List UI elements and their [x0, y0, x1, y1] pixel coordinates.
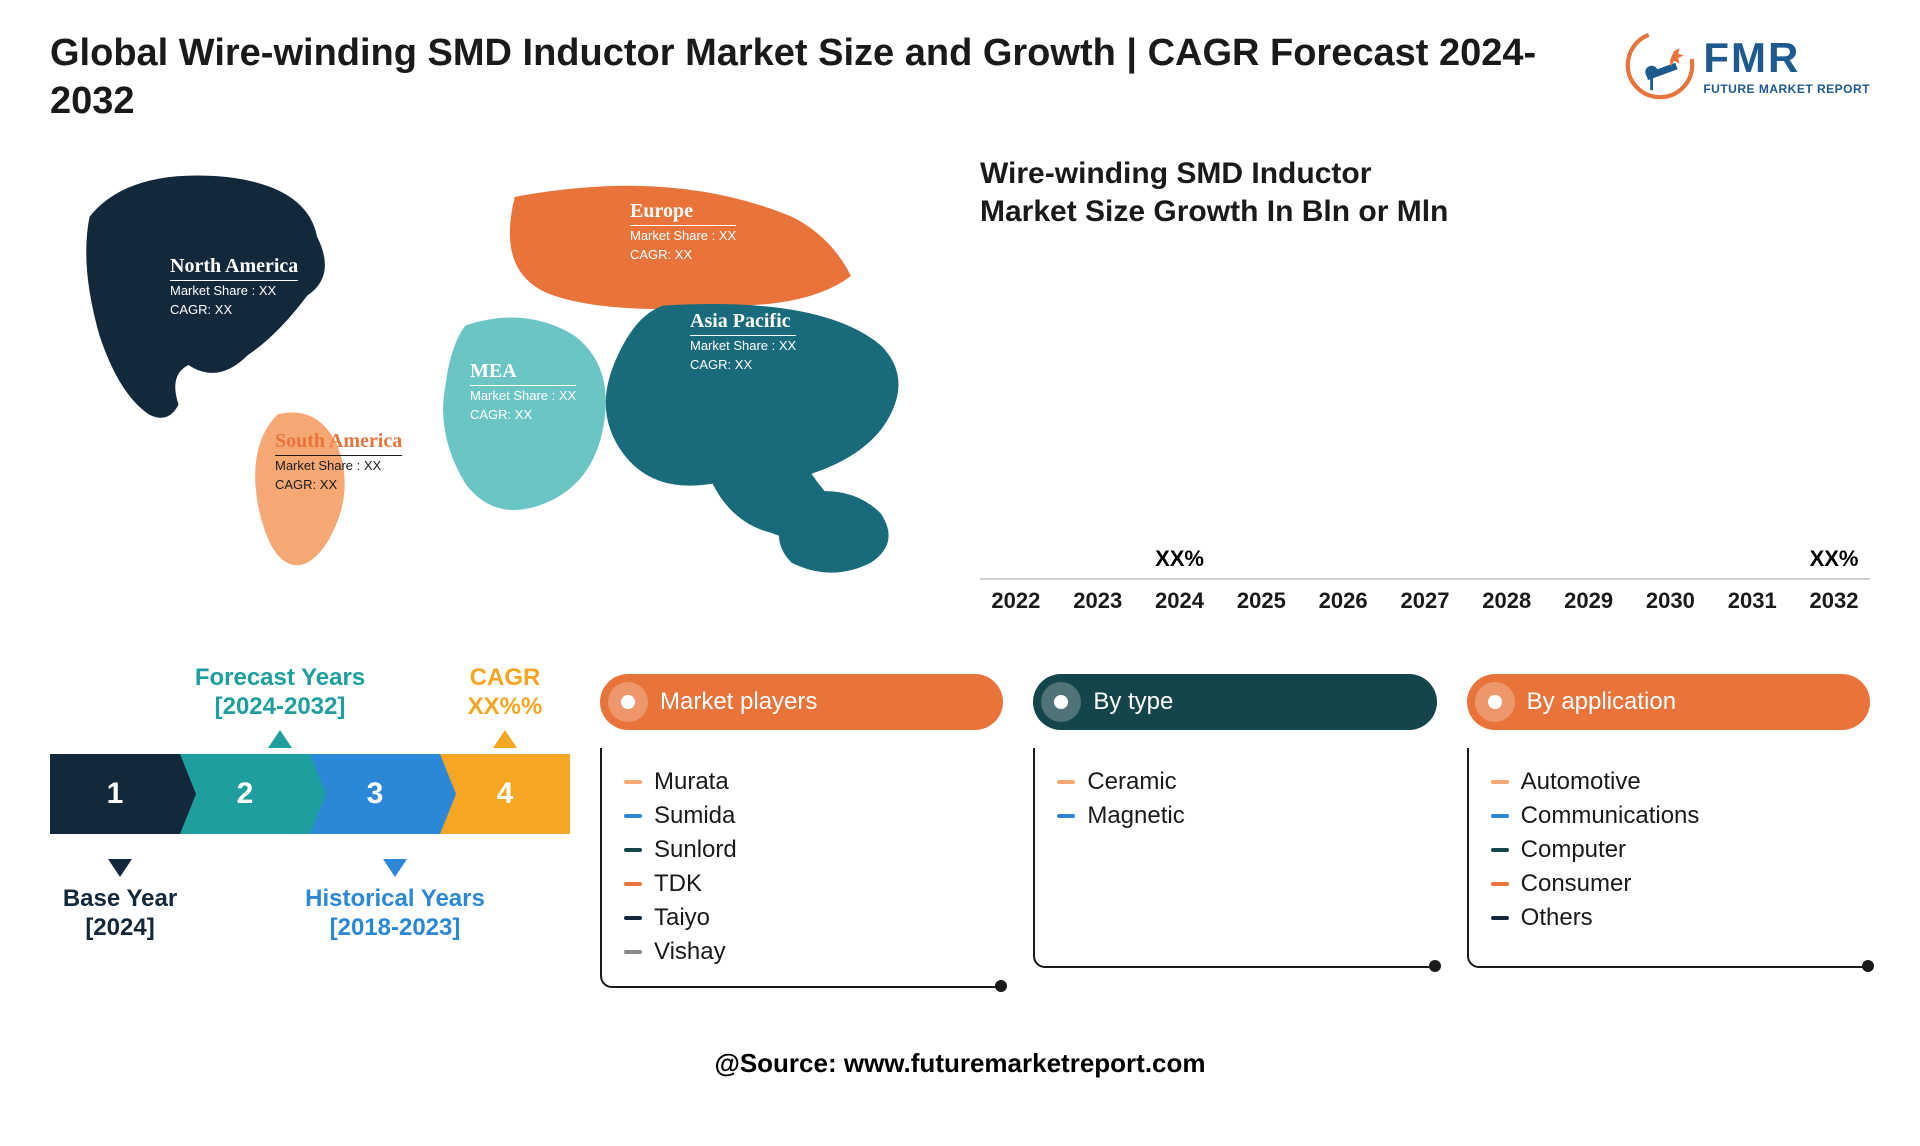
- x-tick: 2022: [980, 588, 1052, 614]
- bullet-icon: [1057, 814, 1075, 818]
- list-item-label: Others: [1521, 904, 1593, 932]
- label-europe: Europe Market Share : XX CAGR: XX: [630, 200, 736, 262]
- bullet-icon: [1491, 882, 1509, 886]
- label-asia-pacific: Asia Pacific Market Share : XX CAGR: XX: [690, 310, 796, 372]
- list-item: Ceramic: [1057, 768, 1426, 796]
- list-item: Consumer: [1491, 870, 1860, 898]
- list-item: Vishay: [624, 938, 993, 966]
- list-item: Computer: [1491, 836, 1860, 864]
- list-item-label: Communications: [1521, 802, 1700, 830]
- list-item-label: Consumer: [1521, 870, 1632, 898]
- bullet-icon: [1491, 814, 1509, 818]
- list-item-label: Taiyo: [654, 904, 710, 932]
- label-hist: Historical Years [2018-2023]: [280, 859, 510, 943]
- list-item: Sunlord: [624, 836, 993, 864]
- list-item-label: Automotive: [1521, 768, 1641, 796]
- list-item: Automotive: [1491, 768, 1860, 796]
- list-item: Others: [1491, 904, 1860, 932]
- label-north-america: North America Market Share : XX CAGR: XX: [170, 255, 298, 317]
- list-item-label: Vishay: [654, 938, 726, 966]
- bullet-icon: [624, 814, 642, 818]
- bullet-icon: [624, 780, 642, 784]
- list-item: TDK: [624, 870, 993, 898]
- pill-by-application: By application: [1467, 674, 1870, 730]
- x-tick: 2023: [1062, 588, 1134, 614]
- pill-dot-icon: [608, 682, 648, 722]
- x-tick: 2028: [1471, 588, 1543, 614]
- label-mea: MEA Market Share : XX CAGR: XX: [470, 360, 576, 422]
- pill-market-players: Market players: [600, 674, 1003, 730]
- fmr-logo: FMR FUTURE MARKET REPORT: [1625, 30, 1870, 100]
- page-title: Global Wire-winding SMD Inductor Market …: [50, 30, 1550, 125]
- label-forecast: Forecast Years [2024-2032]: [180, 664, 380, 748]
- x-tick: 2032: [1798, 588, 1870, 614]
- bullet-icon: [1057, 780, 1075, 784]
- bullet-icon: [624, 882, 642, 886]
- timeline-seg-4: 4: [440, 754, 570, 834]
- bullet-icon: [624, 848, 642, 852]
- source-attribution: @Source: www.futuremarketreport.com: [50, 1048, 1870, 1079]
- list-item-label: Sunlord: [654, 836, 737, 864]
- timeline-infographic: Forecast Years [2024-2032] CAGR XX%% 123…: [50, 674, 570, 834]
- timeline-seg-3: 3: [310, 754, 440, 834]
- bar-callout: XX%: [1155, 546, 1204, 572]
- logo-text-main: FMR: [1703, 34, 1870, 82]
- timeline-bar: 1234: [50, 754, 570, 834]
- col-market-players: Market players Murata Sumida Sunlord TDK Tai…: [600, 674, 1003, 988]
- pill-by-type: By type: [1033, 674, 1436, 730]
- logo-text-sub: FUTURE MARKET REPORT: [1703, 82, 1870, 96]
- label-south-america: South America Market Share : XX CAGR: XX: [275, 430, 402, 492]
- x-tick: 2029: [1553, 588, 1625, 614]
- chart-title: Wire-winding SMD Inductor Market Size Gr…: [980, 155, 1460, 230]
- pill-dot-icon: [1475, 682, 1515, 722]
- telescope-icon: [1625, 30, 1695, 100]
- timeline-seg-2: 2: [180, 754, 310, 834]
- bullet-icon: [1491, 848, 1509, 852]
- bullet-icon: [1491, 916, 1509, 920]
- region-australia: [779, 491, 889, 573]
- list-item-label: TDK: [654, 870, 702, 898]
- bullet-icon: [624, 916, 642, 920]
- list-item-label: Computer: [1521, 836, 1626, 864]
- timeline-seg-1: 1: [50, 754, 180, 834]
- list-item-label: Murata: [654, 768, 729, 796]
- col-by-application: By application Automotive Communications C…: [1467, 674, 1870, 968]
- growth-bar-chart: Wire-winding SMD Inductor Market Size Gr…: [980, 155, 1870, 614]
- list-item-label: Sumida: [654, 802, 735, 830]
- list-item: Sumida: [624, 802, 993, 830]
- list-item: Taiyo: [624, 904, 993, 932]
- list-type: Ceramic Magnetic: [1033, 748, 1436, 968]
- x-tick: 2026: [1307, 588, 1379, 614]
- x-tick: 2027: [1389, 588, 1461, 614]
- label-base: Base Year [2024]: [40, 859, 200, 943]
- x-tick: 2024: [1144, 588, 1216, 614]
- bar-callout: XX%: [1810, 546, 1859, 572]
- label-cagr: CAGR XX%%: [440, 664, 570, 748]
- x-tick: 2025: [1225, 588, 1297, 614]
- list-item-label: Magnetic: [1087, 802, 1184, 830]
- x-tick: 2031: [1716, 588, 1788, 614]
- list-application: Automotive Communications Computer Consumer…: [1467, 748, 1870, 968]
- list-item: Magnetic: [1057, 802, 1426, 830]
- list-item: Communications: [1491, 802, 1860, 830]
- col-by-type: By type Ceramic Magnetic: [1033, 674, 1436, 968]
- x-tick: 2030: [1635, 588, 1707, 614]
- pill-dot-icon: [1041, 682, 1081, 722]
- list-item: Murata: [624, 768, 993, 796]
- list-item-label: Ceramic: [1087, 768, 1176, 796]
- bullet-icon: [1491, 780, 1509, 784]
- bullet-icon: [624, 950, 642, 954]
- world-map: North America Market Share : XX CAGR: XX…: [50, 155, 940, 575]
- list-players: Murata Sumida Sunlord TDK Taiyo Vishay: [600, 748, 1003, 988]
